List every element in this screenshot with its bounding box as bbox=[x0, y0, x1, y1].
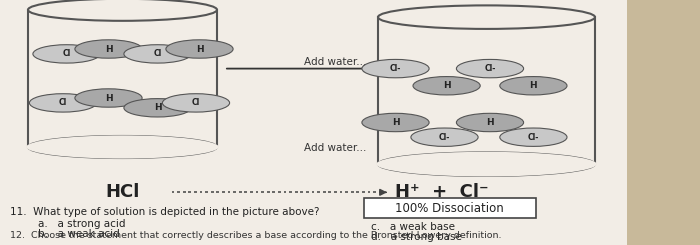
Text: H: H bbox=[105, 94, 112, 102]
Text: H: H bbox=[105, 45, 112, 53]
Ellipse shape bbox=[456, 60, 524, 78]
Text: Cl: Cl bbox=[192, 98, 200, 107]
Text: a.   a strong acid: a. a strong acid bbox=[38, 219, 126, 229]
Text: H: H bbox=[530, 81, 537, 90]
Ellipse shape bbox=[33, 45, 100, 63]
Text: Cl: Cl bbox=[62, 49, 71, 58]
Text: H: H bbox=[154, 103, 161, 112]
Text: H: H bbox=[486, 118, 493, 127]
Ellipse shape bbox=[376, 152, 596, 176]
Ellipse shape bbox=[162, 94, 230, 112]
Text: H: H bbox=[392, 118, 399, 127]
Ellipse shape bbox=[456, 113, 524, 132]
Text: 12.  Choose the statement that correctly describes a base according to the Brons: 12. Choose the statement that correctly … bbox=[10, 231, 502, 240]
Ellipse shape bbox=[411, 128, 478, 146]
Ellipse shape bbox=[26, 135, 218, 159]
Text: H: H bbox=[443, 81, 450, 90]
Ellipse shape bbox=[75, 89, 142, 107]
Text: Cl-: Cl- bbox=[439, 133, 450, 142]
FancyBboxPatch shape bbox=[0, 0, 626, 245]
Ellipse shape bbox=[124, 45, 191, 63]
Text: H⁺  +  Cl⁻: H⁺ + Cl⁻ bbox=[395, 183, 489, 201]
Ellipse shape bbox=[362, 113, 429, 132]
Ellipse shape bbox=[500, 76, 567, 95]
Text: c.   a weak base: c. a weak base bbox=[371, 222, 455, 232]
Text: Cl-: Cl- bbox=[390, 64, 401, 73]
Text: 100% Dissociation: 100% Dissociation bbox=[395, 201, 504, 215]
Text: 11.  What type of solution is depicted in the picture above?: 11. What type of solution is depicted in… bbox=[10, 207, 320, 217]
Ellipse shape bbox=[124, 98, 191, 117]
Ellipse shape bbox=[413, 76, 480, 95]
Text: b.   a weak acid: b. a weak acid bbox=[38, 229, 120, 239]
Ellipse shape bbox=[500, 128, 567, 146]
Text: Cl-: Cl- bbox=[528, 133, 539, 142]
Ellipse shape bbox=[166, 40, 233, 58]
Text: HCl: HCl bbox=[105, 183, 140, 201]
Ellipse shape bbox=[75, 40, 142, 58]
Text: Add water...: Add water... bbox=[304, 58, 367, 67]
Text: Add water...: Add water... bbox=[304, 143, 367, 153]
Text: H: H bbox=[196, 45, 203, 53]
Text: d.   a strong base: d. a strong base bbox=[371, 232, 462, 242]
Text: Cl: Cl bbox=[153, 49, 162, 58]
Text: Cl-: Cl- bbox=[484, 64, 496, 73]
FancyBboxPatch shape bbox=[364, 198, 536, 218]
Ellipse shape bbox=[362, 60, 429, 78]
Text: Cl: Cl bbox=[59, 98, 67, 107]
Ellipse shape bbox=[29, 94, 97, 112]
